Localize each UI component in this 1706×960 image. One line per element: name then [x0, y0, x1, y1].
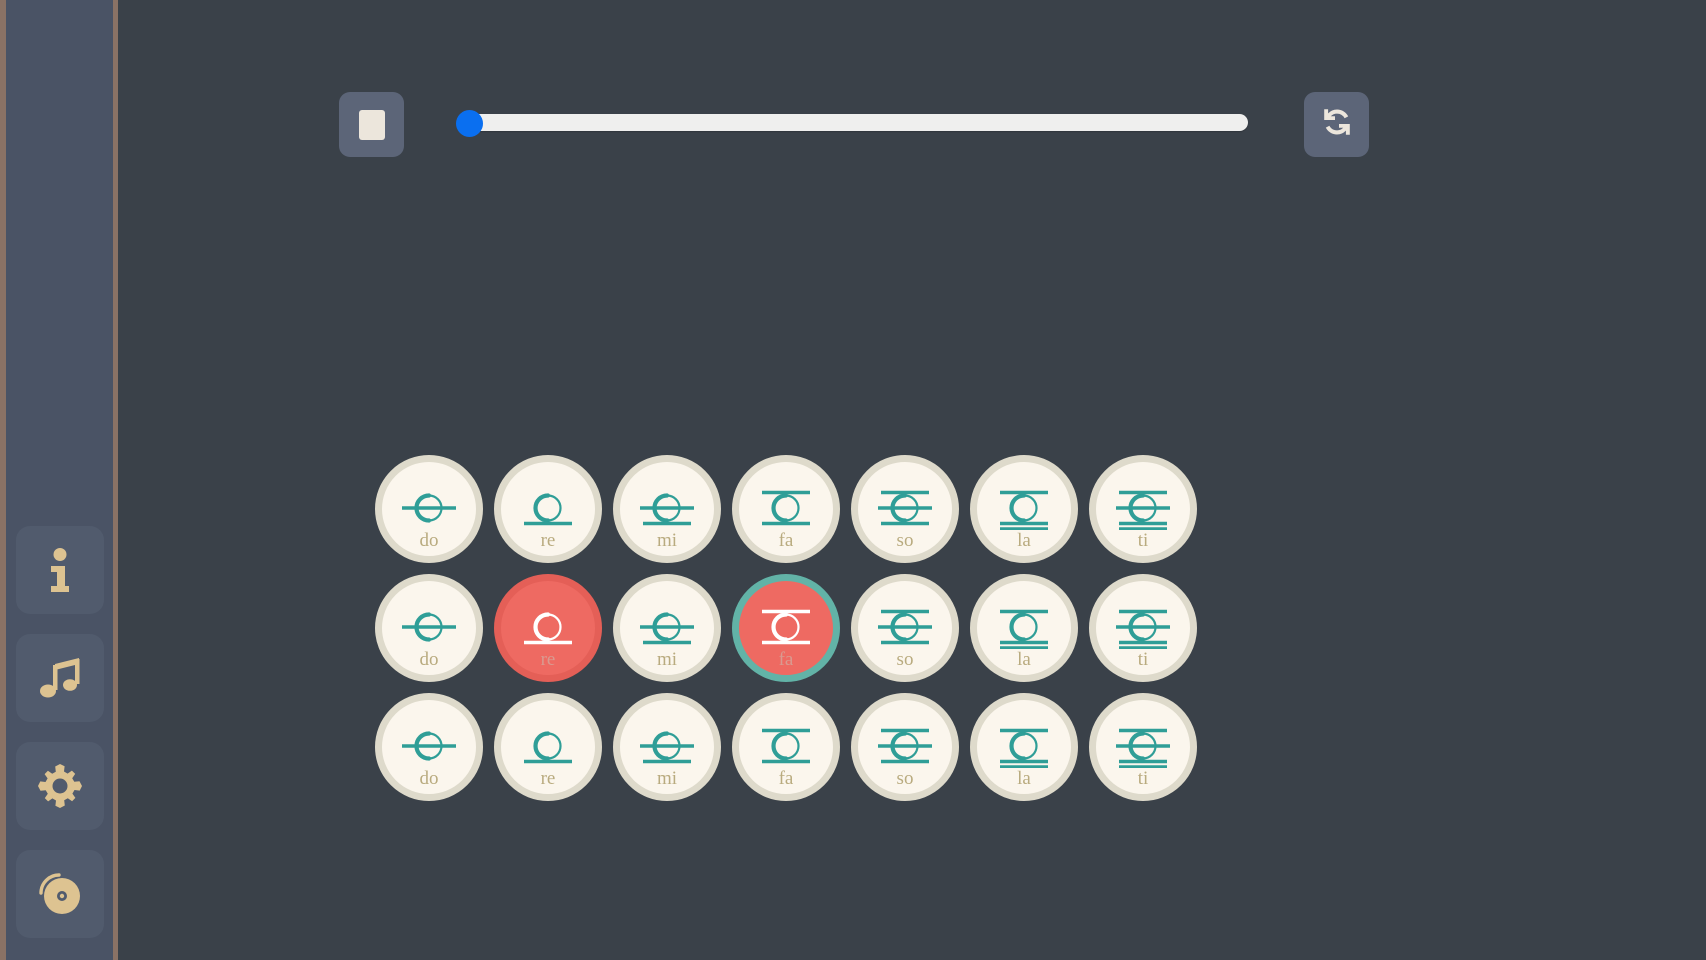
note-label: mi — [656, 768, 678, 789]
solfege-glyph-re-icon — [517, 603, 579, 654]
note-button-mi-upper[interactable]: mi — [613, 455, 721, 563]
note-button-fa-lower[interactable]: fa — [732, 693, 840, 801]
note-button-ti-middle[interactable]: ti — [1089, 574, 1197, 682]
note-button-ti-upper[interactable]: ti — [1089, 455, 1197, 563]
note-label: la — [1017, 768, 1031, 789]
solfege-glyph-fa-icon — [755, 603, 817, 654]
solfege-glyph-la-icon — [993, 603, 1055, 654]
solfege-note-grid: do re mi fa so la ti do re mi fa so la ti do re mi fa so la… — [375, 455, 1197, 801]
solfege-glyph-la-icon — [993, 484, 1055, 535]
note-label: re — [540, 530, 556, 551]
note-label: re — [540, 649, 556, 670]
note-button-mi-middle[interactable]: mi — [613, 574, 721, 682]
note-label: mi — [656, 530, 678, 551]
note-row: do re mi fa so la ti — [375, 693, 1197, 801]
note-button-re-upper[interactable]: re — [494, 455, 602, 563]
note-button-do-middle[interactable]: do — [375, 574, 483, 682]
sidebar-item-info[interactable] — [15, 526, 104, 614]
solfege-glyph-la-icon — [993, 722, 1055, 773]
note-row: do re mi fa so la ti — [375, 455, 1197, 563]
note-label: so — [896, 649, 914, 670]
note-button-la-upper[interactable]: la — [970, 455, 1078, 563]
note-label: do — [419, 530, 439, 551]
note-button-re-lower[interactable]: re — [494, 693, 602, 801]
solfege-glyph-do-icon — [398, 603, 460, 654]
solfege-glyph-fa-icon — [755, 484, 817, 535]
note-button-ti-lower[interactable]: ti — [1089, 693, 1197, 801]
note-button-do-upper[interactable]: do — [375, 455, 483, 563]
note-button-re-middle[interactable]: re — [494, 574, 602, 682]
solfege-glyph-re-icon — [517, 722, 579, 773]
note-button-so-middle[interactable]: so — [851, 574, 959, 682]
solfege-glyph-so-icon — [874, 722, 936, 773]
solfege-glyph-do-icon — [398, 722, 460, 773]
solfege-glyph-so-icon — [874, 484, 936, 535]
sidebar — [0, 0, 118, 960]
refresh-loop-icon — [1318, 103, 1356, 146]
vinyl-record-icon — [37, 871, 83, 917]
solfege-glyph-mi-icon — [636, 603, 698, 654]
solfege-glyph-ti-icon — [1112, 484, 1174, 535]
note-button-fa-middle[interactable]: fa — [732, 574, 840, 682]
solfege-glyph-fa-icon — [755, 722, 817, 773]
note-button-so-lower[interactable]: so — [851, 693, 959, 801]
note-label: so — [896, 768, 914, 789]
sidebar-item-record[interactable] — [15, 850, 104, 938]
info-icon — [40, 548, 80, 592]
stop-square-icon — [358, 109, 385, 140]
music-note-icon — [37, 656, 83, 700]
gear-icon — [37, 764, 82, 808]
note-button-la-middle[interactable]: la — [970, 574, 1078, 682]
note-label: fa — [778, 768, 794, 789]
note-label: la — [1017, 649, 1031, 670]
slider-thumb[interactable] — [456, 110, 483, 137]
note-button-so-upper[interactable]: so — [851, 455, 959, 563]
solfege-glyph-re-icon — [517, 484, 579, 535]
note-label: do — [419, 768, 439, 789]
solfege-glyph-mi-icon — [636, 722, 698, 773]
playback-position-slider[interactable] — [448, 103, 1248, 145]
note-button-la-lower[interactable]: la — [970, 693, 1078, 801]
note-label: ti — [1137, 768, 1149, 789]
solfege-glyph-do-icon — [398, 484, 460, 535]
solfege-glyph-ti-icon — [1112, 603, 1174, 654]
note-label: fa — [778, 649, 794, 670]
note-button-do-lower[interactable]: do — [375, 693, 483, 801]
stop-button[interactable] — [339, 92, 404, 157]
sidebar-item-music[interactable] — [15, 634, 104, 722]
note-label: so — [896, 530, 914, 551]
note-label: re — [540, 768, 556, 789]
note-label: ti — [1137, 649, 1149, 670]
note-label: ti — [1137, 530, 1149, 551]
transport-bar — [118, 0, 1706, 215]
note-row: do re mi fa so la ti — [375, 574, 1197, 682]
sidebar-item-settings[interactable] — [15, 742, 104, 830]
note-label: mi — [656, 649, 678, 670]
solfege-glyph-so-icon — [874, 603, 936, 654]
note-label: la — [1017, 530, 1031, 551]
note-button-mi-lower[interactable]: mi — [613, 693, 721, 801]
note-button-fa-upper[interactable]: fa — [732, 455, 840, 563]
solfege-glyph-ti-icon — [1112, 722, 1174, 773]
note-label: fa — [778, 530, 794, 551]
solfege-glyph-mi-icon — [636, 484, 698, 535]
loop-button[interactable] — [1304, 92, 1369, 157]
slider-track[interactable] — [471, 114, 1248, 131]
note-label: do — [419, 649, 439, 670]
